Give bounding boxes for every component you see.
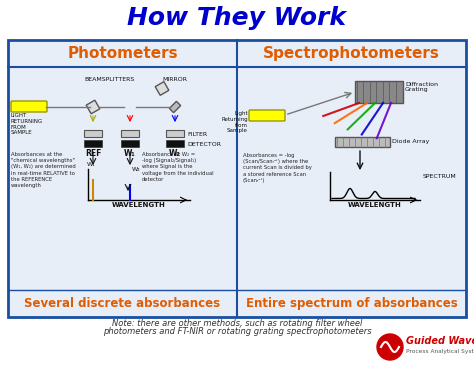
- Text: Process Analytical Systems: Process Analytical Systems: [406, 349, 474, 353]
- Text: BEAMSPLITTERS: BEAMSPLITTERS: [85, 77, 135, 82]
- Text: Note: there are other methods, such as rotating filter wheel: Note: there are other methods, such as r…: [112, 319, 362, 328]
- Text: Diode Array: Diode Array: [392, 139, 429, 145]
- Text: MIRROR: MIRROR: [163, 77, 188, 82]
- FancyBboxPatch shape: [249, 110, 285, 121]
- Text: Absorbances at the
"chemical wavelengths"
(W₁, W₂) are determined
in real-time R: Absorbances at the "chemical wavelengths…: [11, 152, 76, 188]
- FancyBboxPatch shape: [166, 130, 184, 137]
- Polygon shape: [155, 82, 169, 95]
- Text: LIGHT
RETURNING
FROM
SAMPLE: LIGHT RETURNING FROM SAMPLE: [11, 113, 43, 135]
- Text: Absorbance at W₂ =
-log (Signal₂/Signal₁)
where Signal is the
voltage from the i: Absorbance at W₂ = -log (Signal₂/Signal₁…: [142, 152, 214, 182]
- Text: Several discrete absorbances: Several discrete absorbances: [25, 297, 220, 310]
- FancyBboxPatch shape: [84, 130, 102, 137]
- Text: photometers and FT-NIR or rotating grating spectrophotometers: photometers and FT-NIR or rotating grati…: [103, 327, 371, 337]
- Text: REF: REF: [85, 149, 101, 158]
- Text: W₂: W₂: [132, 167, 141, 172]
- Text: Entire spectrum of absorbances: Entire spectrum of absorbances: [246, 297, 457, 310]
- FancyBboxPatch shape: [121, 130, 139, 137]
- FancyBboxPatch shape: [84, 140, 102, 147]
- FancyBboxPatch shape: [335, 137, 390, 147]
- FancyBboxPatch shape: [121, 140, 139, 147]
- Text: W₂: W₂: [169, 149, 181, 158]
- Text: W₁: W₁: [87, 162, 95, 167]
- Text: Absorbances = -log
(Scan/Scanᵣᵉᶠ) where the
current Scan is divided by
a stored : Absorbances = -log (Scan/Scanᵣᵉᶠ) where …: [243, 153, 312, 183]
- FancyBboxPatch shape: [355, 81, 403, 103]
- Text: W₁: W₁: [124, 149, 136, 158]
- Text: Photometers: Photometers: [67, 46, 178, 61]
- Text: Spectrophotometers: Spectrophotometers: [263, 46, 440, 61]
- Circle shape: [377, 334, 403, 360]
- Text: DETECTOR: DETECTOR: [187, 142, 221, 146]
- Polygon shape: [86, 100, 100, 114]
- Text: Diffraction
Grating: Diffraction Grating: [405, 82, 438, 92]
- Text: WAVELENGTH: WAVELENGTH: [112, 202, 166, 208]
- Text: FILTER: FILTER: [187, 131, 207, 137]
- Polygon shape: [169, 101, 181, 113]
- Text: WAVELENGTH: WAVELENGTH: [348, 202, 402, 208]
- Text: How They Work: How They Work: [128, 6, 346, 30]
- Text: SPECTRUM: SPECTRUM: [423, 174, 457, 180]
- Text: Light
Returning
from
Sample: Light Returning from Sample: [221, 111, 248, 133]
- FancyBboxPatch shape: [11, 101, 47, 112]
- Text: Guided Wave: Guided Wave: [406, 336, 474, 346]
- FancyBboxPatch shape: [8, 40, 466, 317]
- FancyBboxPatch shape: [166, 140, 184, 147]
